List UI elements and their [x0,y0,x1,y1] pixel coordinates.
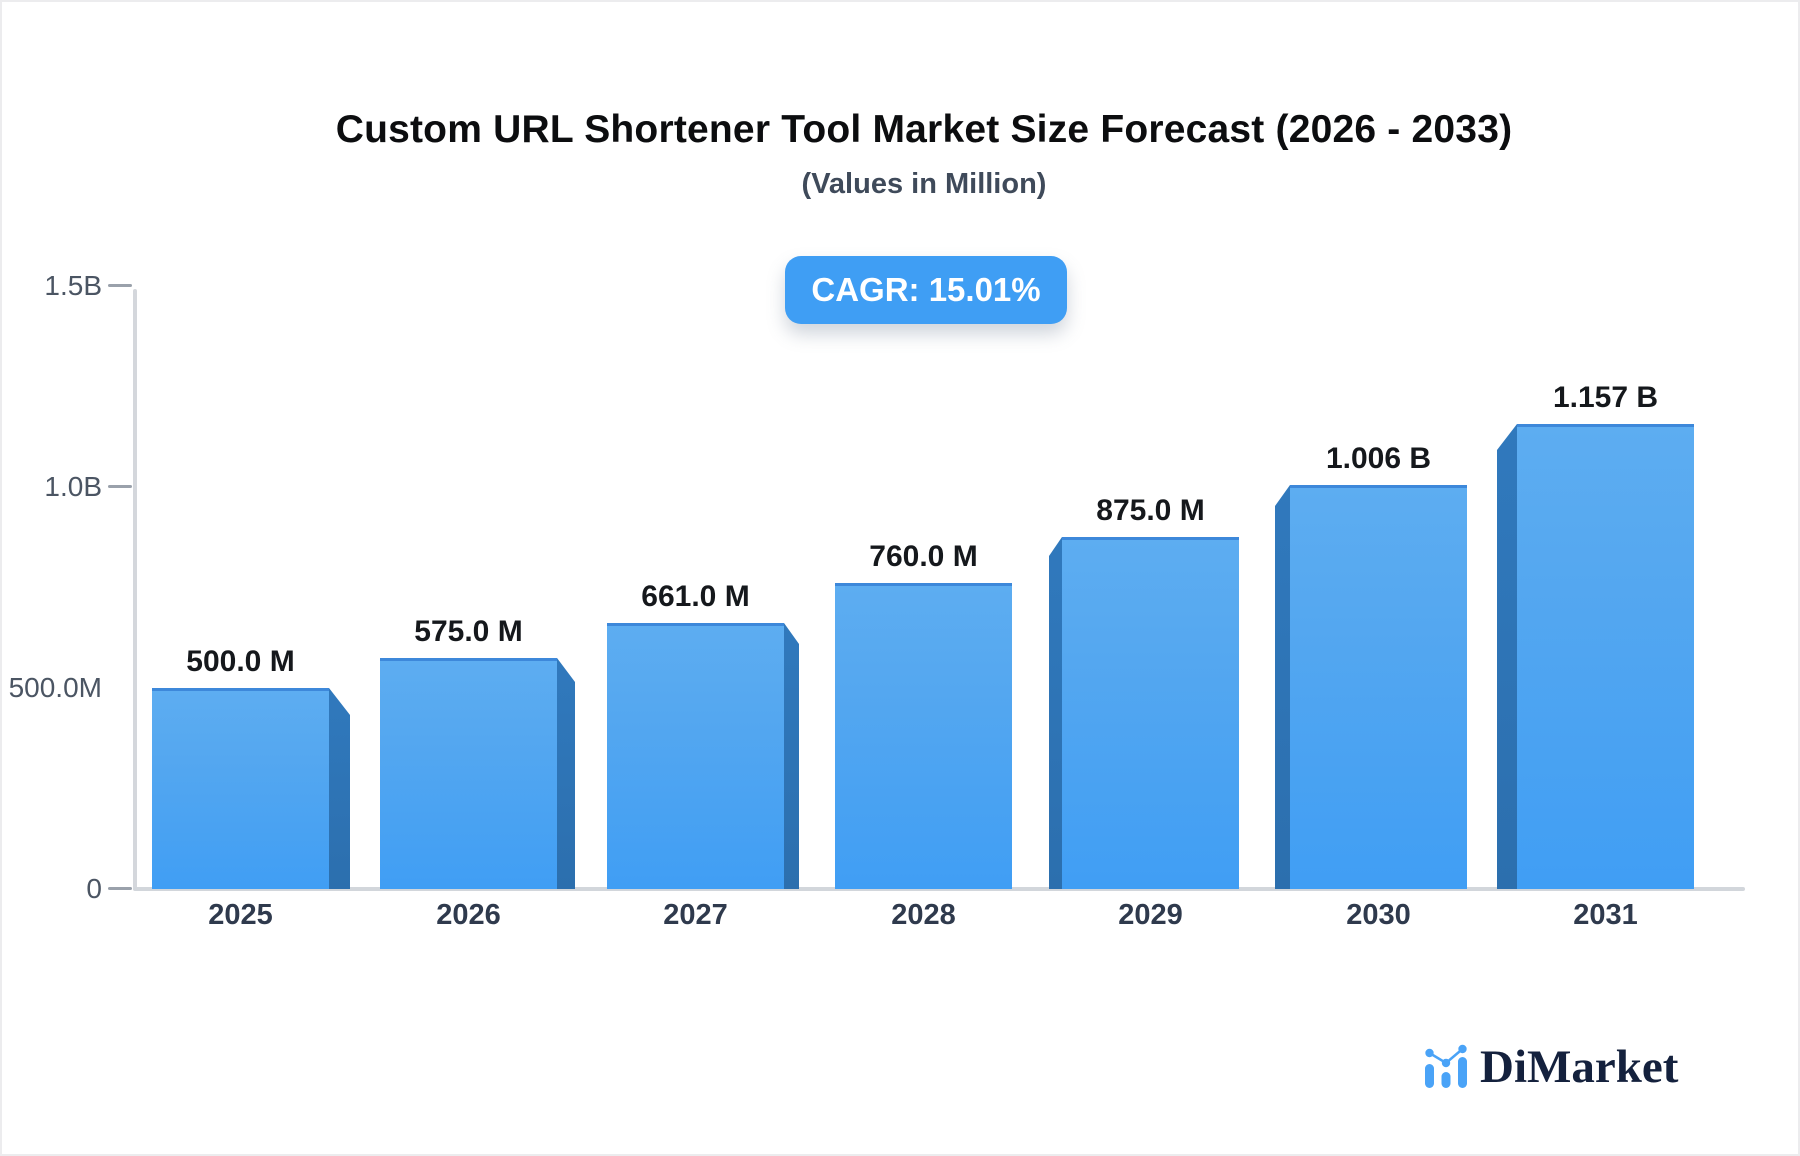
bar-2030 [1290,485,1467,889]
x-axis-label-2025: 2025 [208,899,273,931]
x-axis-label-2029: 2029 [1118,899,1183,931]
bar-chart-trend-icon [1425,1044,1467,1088]
bar-3d-side-2026 [557,658,575,889]
bar-3d-side-2025 [329,688,350,889]
x-axis-label-2030: 2030 [1346,899,1411,931]
cagr-badge-label: CAGR: 15.01% [811,271,1041,308]
y-tick-label: 500.0M [8,672,102,703]
bar-value-label-2030: 1.006 B [1325,442,1432,475]
bar-2027 [607,623,784,889]
bar-3d-side-2027 [784,623,799,889]
bar-2031 [1517,424,1694,889]
x-axis-label-2028: 2028 [891,899,956,931]
bar-2026 [380,658,557,889]
bar-value-label-2028: 760.0 M [869,540,978,573]
bar-value-label-2029: 875.0 M [1096,494,1205,527]
y-tick-label: 1.0B [44,471,102,502]
bar-value-label-2025: 500.0 M [186,645,295,678]
y-tick-mark [108,485,132,488]
bar-value-label-2031: 1.157 B [1552,381,1659,414]
y-tick-mark [108,284,132,287]
bar-2028 [835,583,1012,889]
y-tick-label: 0 [86,873,102,904]
bar-3d-side-2029 [1049,537,1062,889]
cagr-badge: CAGR: 15.01% [785,256,1067,324]
bar-3d-side-2031 [1497,424,1517,889]
chart-title: Custom URL Shortener Tool Market Size Fo… [335,108,1513,151]
y-axis-line [133,289,137,889]
y-tick-label: 1.5B [44,270,102,301]
logo-wordmark: DiMarket [1480,1041,1679,1093]
bar-value-label-2026: 575.0 M [414,615,523,648]
x-axis-label-2026: 2026 [436,899,501,931]
y-tick-mark [108,887,132,890]
x-axis-label-2031: 2031 [1573,899,1638,931]
bar-3d-side-2030 [1275,485,1290,889]
chart-subtitle: (Values in Million) [801,168,1047,200]
bar-2029 [1062,537,1239,889]
bar-value-label-2027: 661.0 M [641,580,750,613]
x-axis-baseline [133,887,1745,891]
bar-2025 [152,688,329,889]
dimarket-logo: DiMarket [1422,1042,1678,1092]
x-axis-label-2027: 2027 [663,899,728,931]
